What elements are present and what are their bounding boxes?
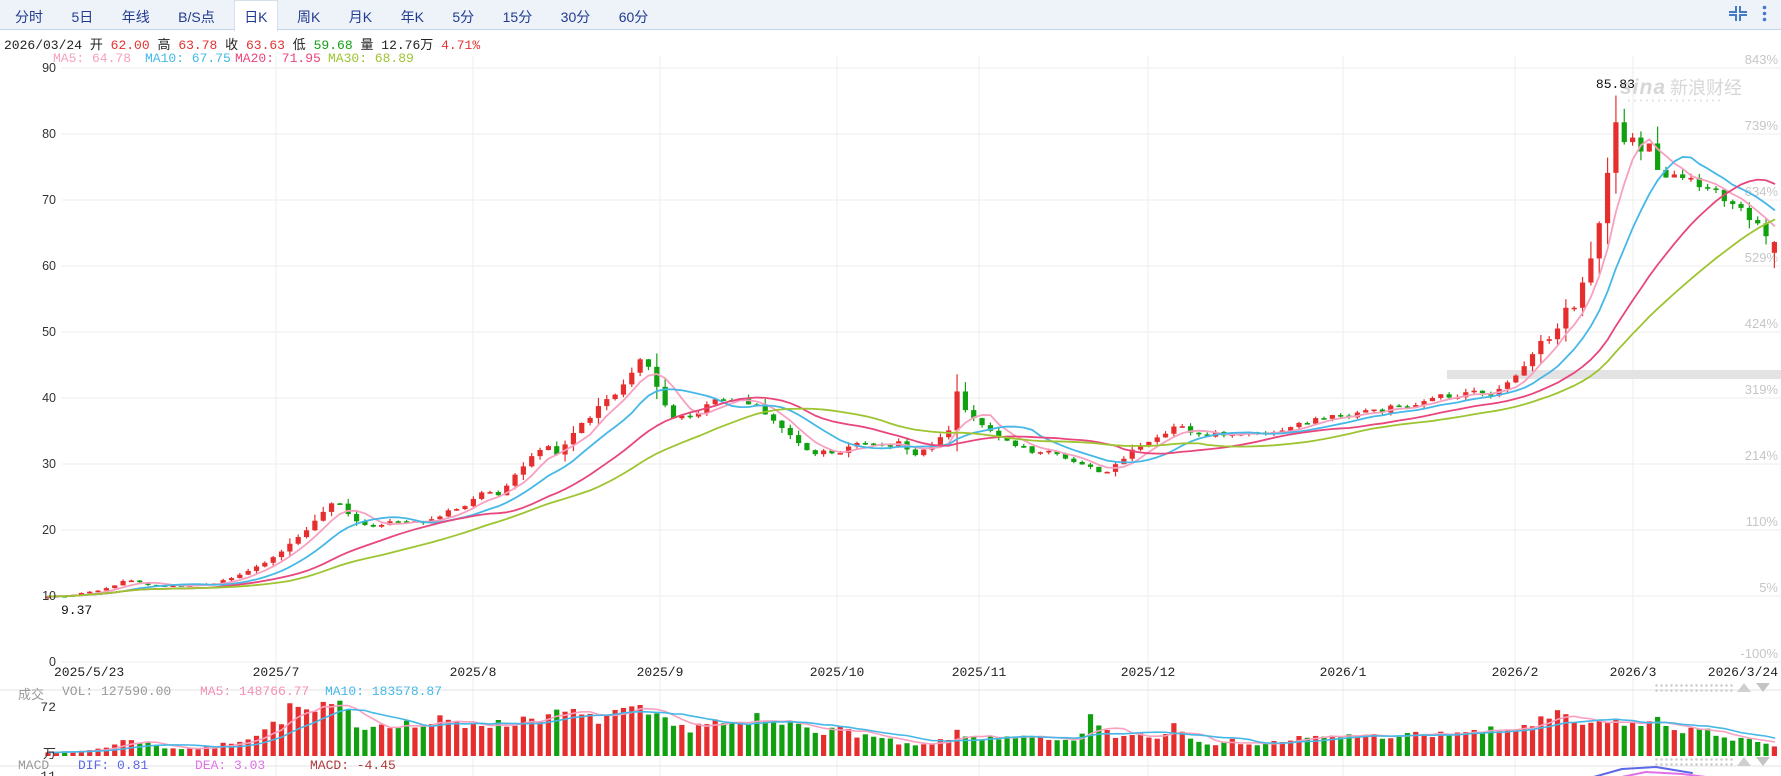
quote-date: 2026/03/24 [4,38,83,53]
pane-resize-grip-macd[interactable] [1654,757,1734,766]
more-menu-icon[interactable] [1762,5,1767,22]
high-value: 63.78 [178,38,218,53]
ma10-legend: MA10: 67.75 [145,51,231,66]
low-value: 59.68 [313,38,353,53]
pane-expand-arrow-macd[interactable] [1737,757,1751,766]
ma-legend: MA5: 64.78 MA10: 67.75 MA20: 71.95 MA30:… [0,51,800,67]
period-toolbar: 分时 5日 年线 B/S点 日K 周K 月K 年K 5分 15分 30分 60分 [0,0,1781,32]
pane-expand-arrow-volume[interactable] [1737,683,1751,692]
close-value: 63.63 [245,38,285,53]
volume-ma10-value: MA10: 183578.87 [325,684,443,699]
tab-yearly-k[interactable]: 年K [400,9,424,25]
collapse-icon[interactable] [1728,5,1748,22]
tab-yearline[interactable]: 年线 [121,9,150,25]
tab-monthly-k[interactable]: 月K [348,9,373,25]
change-percent: 4.71% [441,38,481,53]
pane-collapse-arrow-macd[interactable] [1756,757,1770,766]
ohlc-info-bar: 2026/03/24 开 62.00 高 63.78 收 63.63 低 59.… [4,38,481,53]
pane-resize-grip-volume[interactable] [1654,683,1734,692]
macd-title: MACD [18,758,50,773]
tab-bs-point[interactable]: B/S点 [178,9,215,25]
volume-vol-value: VOL: 127590.00 [62,684,172,699]
ma20-legend: MA20: 71.95 [235,51,321,66]
tab-15min[interactable]: 15分 [502,9,533,25]
tab-60min[interactable]: 60分 [618,9,649,25]
tab-daily-k[interactable]: 日K [234,0,278,32]
volume-title: 成交 [18,688,45,703]
annotation-low-price: 9.37 [61,603,93,619]
tab-fenshi[interactable]: 分时 [15,9,43,25]
tab-5day[interactable]: 5日 [71,9,94,25]
macd-dea-value: DEA: 3.03 [195,758,266,773]
macd-macd-value: MACD: -4.45 [310,758,396,773]
tab-weekly-k[interactable]: 周K [296,9,321,25]
tab-5min[interactable]: 5分 [452,9,475,25]
ma30-legend: MA30: 68.89 [328,51,414,66]
macd-dif-value: DIF: 0.81 [78,758,149,773]
pane-collapse-arrow-volume[interactable] [1756,683,1770,692]
ma5-legend: MA5: 64.78 [53,51,132,66]
annotation-high-price: 85.83 [1595,76,1635,92]
volume-value: 12.76万 [381,38,434,53]
tab-30min[interactable]: 30分 [560,9,591,25]
volume-ma5-value: MA5: 148766.77 [200,684,310,699]
open-value: 62.00 [110,38,150,53]
